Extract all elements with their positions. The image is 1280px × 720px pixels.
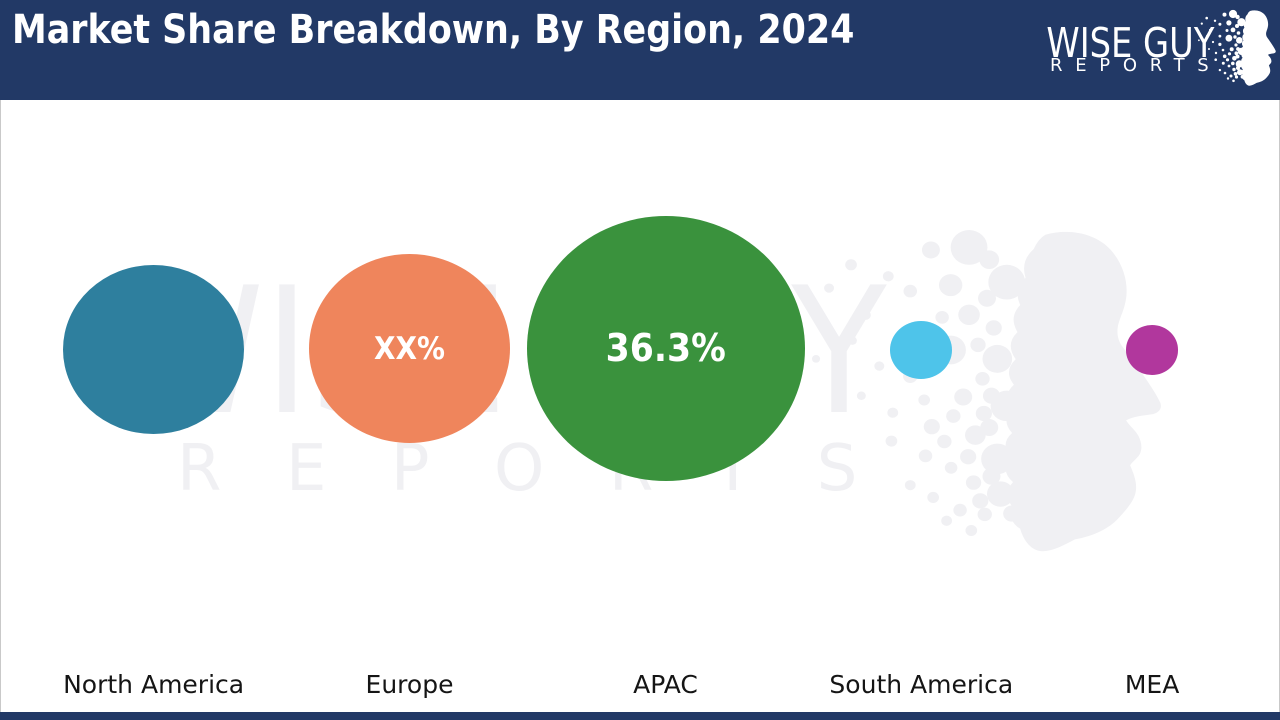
bubble-europe: XX% xyxy=(309,254,510,444)
category-label-north-america: North America xyxy=(63,670,245,699)
bubble-value-label: 36.3% xyxy=(605,326,726,371)
bubble-south-america xyxy=(890,320,953,379)
logo-head-icon xyxy=(1198,9,1276,86)
bubble-mea xyxy=(1125,325,1179,375)
logo-reports-text: REPORTS xyxy=(1050,55,1222,76)
footer-bar xyxy=(0,712,1280,720)
category-label-south-america: South America xyxy=(829,670,1014,699)
bubble-north-america xyxy=(63,265,245,435)
category-label-apac: APAC xyxy=(633,670,698,699)
logo-name-text: WISE GUY xyxy=(1045,19,1214,67)
header-bar: Market Share Breakdown, By Region, 2024 … xyxy=(0,0,1280,100)
category-label-europe: Europe xyxy=(365,670,454,699)
category-label-mea: MEA xyxy=(1124,670,1180,699)
chart-title: Market Share Breakdown, By Region, 2024 xyxy=(12,7,855,53)
bubble-apac: 36.3% xyxy=(526,216,805,481)
bubble-value-label: XX% xyxy=(374,330,445,367)
